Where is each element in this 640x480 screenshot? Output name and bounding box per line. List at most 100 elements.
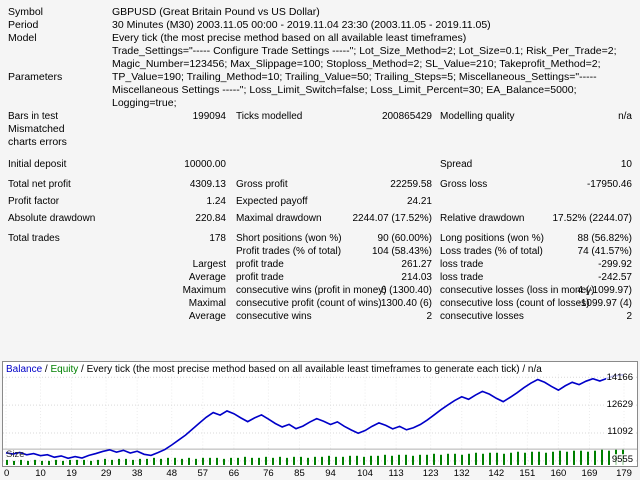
- stat-value: 90 (60.00%): [377, 233, 432, 244]
- report-row: Parameters Trade_Settings="----- Configu…: [8, 45, 632, 110]
- stat-value: Maximal: [188, 298, 226, 309]
- report-stat-row: 10000.00 Initial deposit 10 Spread: [8, 158, 632, 171]
- report-stat-row: 178 Total trades 90 (60.00%) Short posit…: [8, 232, 632, 245]
- stat-label: Gross profit: [236, 179, 288, 190]
- x-axis-label: 142: [488, 468, 505, 479]
- stat-value: 2244.07 (17.52%): [352, 213, 432, 224]
- stat-value: n/a: [618, 111, 632, 122]
- stat-label: consecutive wins: [236, 311, 312, 322]
- stat-value: 10: [620, 159, 632, 170]
- stat-value: 220.84: [195, 213, 226, 224]
- report-stat-row: Maximal 1300.40 (6) consecutive profit (…: [8, 297, 632, 310]
- stat-value: Average: [188, 272, 226, 283]
- x-axis-label: 19: [66, 468, 77, 479]
- stat-label: Relative drawdown: [440, 213, 525, 224]
- stat-label: Total trades: [8, 233, 60, 244]
- report-stat-row: 4309.13 Total net profit 22259.58 Gross …: [8, 178, 632, 191]
- size-histogram-label: Size: [6, 449, 25, 460]
- report-row: Period 30 Minutes (M30) 2003.11.05 00:00…: [8, 19, 632, 32]
- legend-separator: /: [42, 364, 51, 375]
- y-axis-label: 12629: [605, 398, 634, 410]
- stat-value: 2: [426, 311, 432, 322]
- x-axis-label: 123: [422, 468, 439, 479]
- stat-value: 2: [626, 311, 632, 322]
- row-value: Every tick (the most precise method base…: [112, 32, 467, 44]
- stat-label: Expected payoff: [236, 196, 308, 207]
- stat-value: 22259.58: [390, 179, 432, 190]
- stat-label: consecutive losses: [440, 311, 524, 322]
- x-axis: 0 10 19 29 38 48 57 66 76 85 94 104 113 123 132 142 151 1…: [2, 467, 638, 480]
- equity-legend: Equity: [50, 364, 79, 375]
- x-axis-label: 169: [581, 468, 598, 479]
- stat-label: Maximal drawdown: [236, 213, 322, 224]
- row-value: Trade_Settings="----- Configure Trade Se…: [112, 45, 617, 109]
- row-label: Model: [8, 32, 37, 44]
- stat-value: 88 (56.82%): [577, 233, 632, 244]
- stat-label: Modelling quality: [440, 111, 515, 122]
- stat-value: 6 (1300.40): [380, 285, 432, 296]
- x-axis-label: 66: [228, 468, 240, 479]
- stat-value: Largest: [192, 259, 226, 270]
- balance-line: [5, 373, 625, 460]
- stat-label: consecutive loss (count of losses): [440, 298, 590, 309]
- stat-label: Spread: [440, 159, 473, 170]
- x-axis-label: 94: [325, 468, 336, 479]
- report-stat-row: Largest 261.27 profit trade -299.92 loss…: [8, 258, 632, 271]
- x-axis-label: 76: [263, 468, 274, 479]
- report-stat-row: Maximum 6 (1300.40) consecutive wins (pr…: [8, 284, 632, 297]
- row-value: 30 Minutes (M30) 2003.11.05 00:00 - 2019…: [112, 19, 491, 31]
- stat-label: Loss trades (% of total): [440, 246, 543, 257]
- legend-model-text: / Every tick (the most precise method ba…: [78, 364, 542, 375]
- stat-value: -17950.46: [586, 179, 632, 190]
- row-label: Mismatched charts errors: [8, 123, 67, 148]
- row-label: Parameters: [8, 71, 63, 83]
- stat-value: 200865429: [381, 111, 432, 122]
- stat-label: Profit factor: [8, 196, 60, 207]
- row-label: Period: [8, 19, 39, 31]
- balance-legend: Balance: [6, 364, 43, 375]
- report-row: Mismatched charts errors: [8, 123, 632, 149]
- stat-label: consecutive losses (loss in money): [440, 285, 595, 296]
- x-axis-label: 132: [453, 468, 470, 479]
- stat-value: 74 (41.57%): [577, 246, 632, 257]
- stat-label: profit trade: [236, 259, 284, 270]
- row-value: GBPUSD (Great Britain Pound vs US Dollar…: [112, 6, 320, 18]
- stat-value: 199094: [192, 111, 226, 122]
- y-axis-label: 9555: [610, 453, 634, 465]
- stat-value: 24.21: [406, 196, 432, 207]
- stat-value: 17.52% (2244.07): [552, 213, 632, 224]
- stat-value: -1099.97 (4): [577, 298, 632, 309]
- chart-plot: [3, 373, 637, 466]
- stat-label: consecutive wins (profit in money): [236, 285, 387, 296]
- stat-value: Maximum: [182, 285, 226, 296]
- x-axis-label: 10: [35, 468, 46, 479]
- report-stat-row: Average 214.03 profit trade -242.57 loss…: [8, 271, 632, 284]
- x-axis-label: 151: [519, 468, 536, 479]
- stat-label: Initial deposit: [8, 159, 67, 170]
- x-axis-label: 179: [616, 468, 632, 479]
- report-row: Model Every tick (the most precise metho…: [8, 32, 632, 45]
- report-stat-row: 220.84 Absolute drawdown 2244.07 (17.52%…: [8, 212, 632, 225]
- stat-label: Long positions (won %): [440, 233, 544, 244]
- y-axis-label: 14166: [605, 371, 634, 383]
- row-label: Symbol: [8, 6, 44, 18]
- stat-label: Absolute drawdown: [8, 213, 96, 224]
- stat-value: -242.57: [598, 272, 632, 283]
- stat-label: Bars in test: [8, 111, 59, 122]
- report-table: Symbol GBPUSD (Great Britain Pound vs US…: [8, 6, 632, 322]
- x-axis-label: 85: [294, 468, 305, 479]
- x-axis-label: 38: [131, 468, 143, 479]
- stat-value: 214.03: [401, 272, 432, 283]
- stat-value: Average: [188, 311, 226, 322]
- x-axis-label: 0: [4, 468, 10, 479]
- y-axis-label: 11092: [606, 426, 634, 438]
- stat-value: 4 (-1099.97): [577, 285, 632, 296]
- report-row: Symbol GBPUSD (Great Britain Pound vs US…: [8, 6, 632, 19]
- x-axis-label: 48: [166, 468, 178, 479]
- x-axis-label: 57: [197, 468, 209, 479]
- balance-chart[interactable]: Balance / Equity / Every tick (the most …: [2, 361, 638, 467]
- report-stat-row: 104 (58.43%) Profit trades (% of total) …: [8, 245, 632, 258]
- stat-label: Total net profit: [8, 179, 71, 190]
- chart-legend: Balance / Equity / Every tick (the most …: [6, 364, 542, 375]
